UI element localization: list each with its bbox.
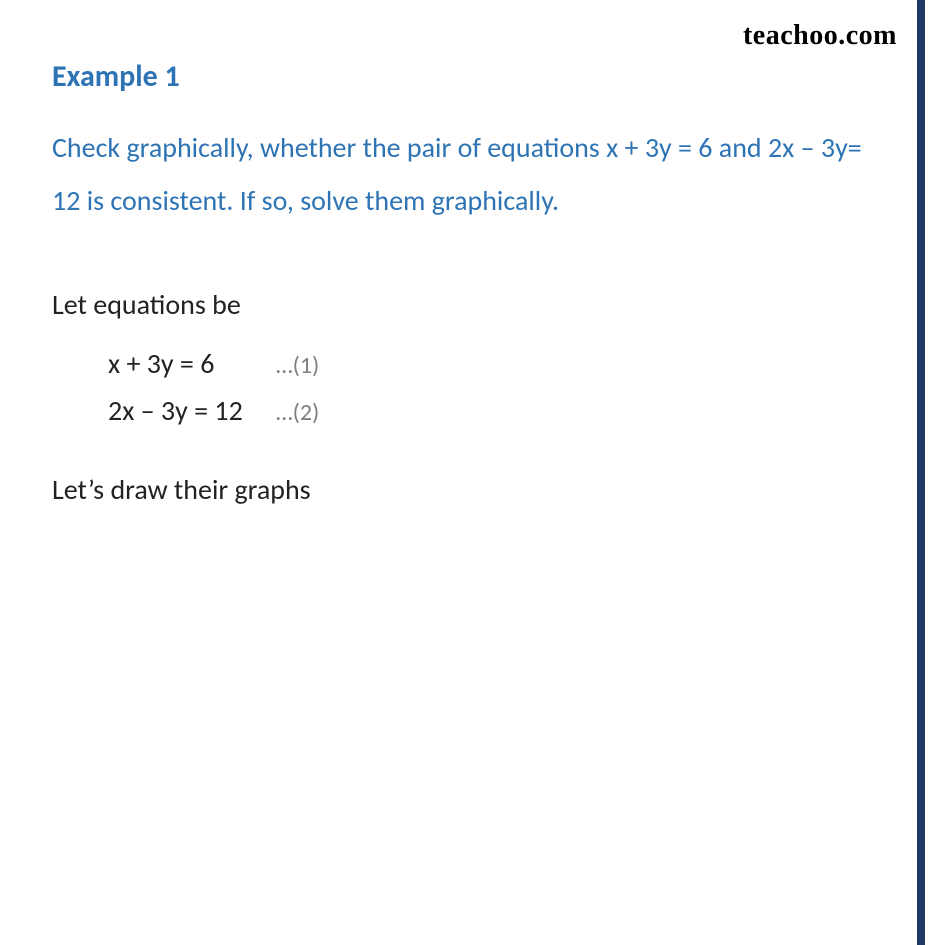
closing-line: Let’s draw their graphs — [52, 468, 885, 513]
equations-block: x + 3y = 6 …(1) 2x – 3y = 12 …(2) — [52, 346, 885, 428]
equation-tag: …(1) — [276, 351, 319, 380]
equation-tag: …(2) — [276, 398, 319, 427]
equation-row: x + 3y = 6 …(1) — [52, 346, 885, 381]
question-prompt: Check graphically, whether the pair of e… — [52, 121, 885, 227]
equation-expr: 2x – 3y = 12 — [52, 393, 252, 428]
equation-row: 2x – 3y = 12 …(2) — [52, 393, 885, 428]
site-watermark: teachoo.com — [743, 20, 897, 52]
intro-line: Let equations be — [52, 283, 885, 328]
equation-expr: x + 3y = 6 — [52, 346, 252, 381]
example-heading: Example 1 — [52, 58, 885, 95]
vertical-rule — [917, 0, 925, 945]
page-content: Example 1 Check graphically, whether the… — [52, 58, 885, 513]
